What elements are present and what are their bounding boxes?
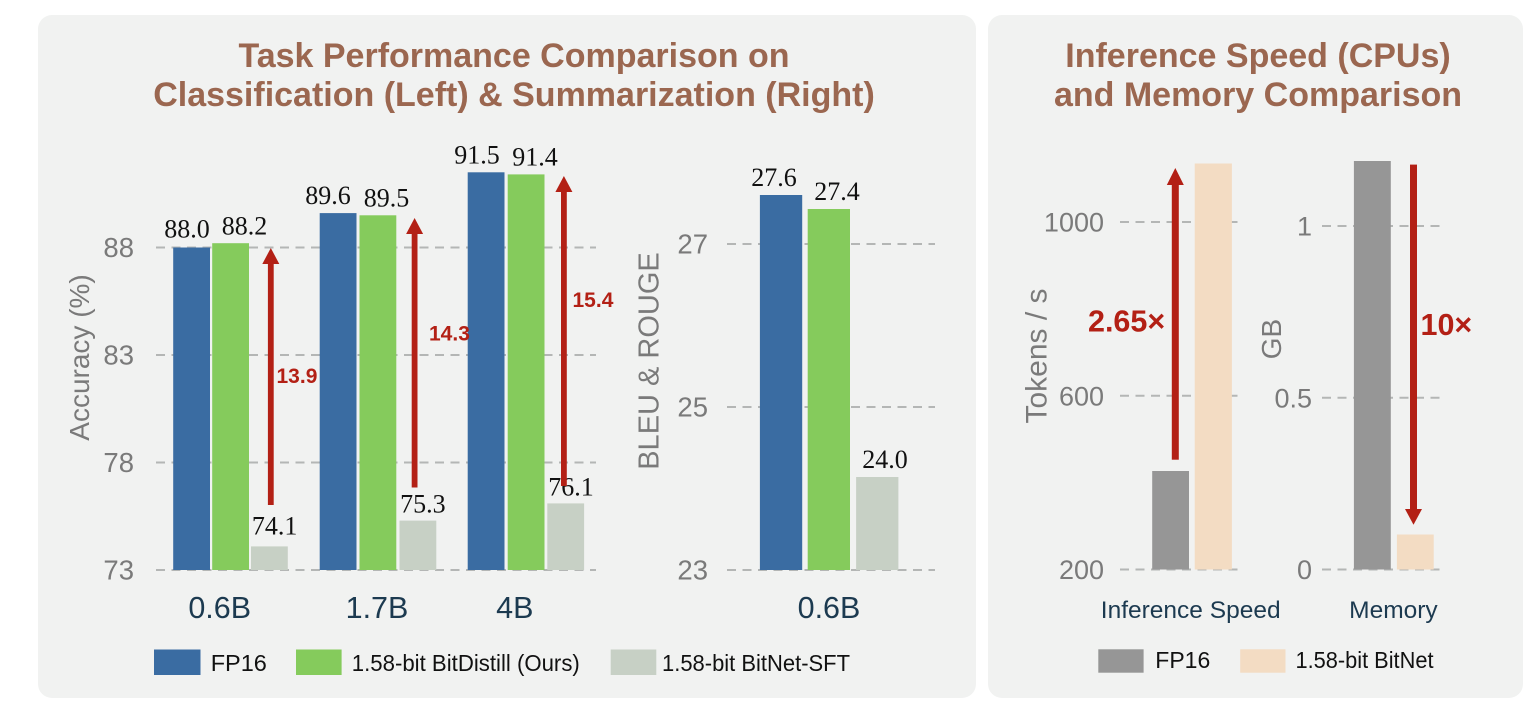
svg-text:73: 73: [103, 555, 134, 586]
svg-text:Tokens / s: Tokens / s: [1021, 288, 1054, 423]
svg-text:Accuracy (%): Accuracy (%): [64, 274, 95, 440]
svg-text:0.6B: 0.6B: [798, 591, 861, 625]
svg-text:1.58-bit BitNet: 1.58-bit BitNet: [1296, 647, 1435, 673]
svg-text:25: 25: [677, 392, 708, 423]
svg-text:Inference Speed: Inference Speed: [1101, 597, 1281, 624]
svg-text:1000: 1000: [1044, 208, 1104, 238]
svg-text:91.4: 91.4: [512, 142, 558, 171]
svg-text:89.5: 89.5: [364, 183, 410, 212]
svg-text:76.1: 76.1: [548, 473, 594, 502]
svg-text:Task Performance Comparison on: Task Performance Comparison on: [238, 37, 789, 75]
svg-text:88.2: 88.2: [222, 211, 268, 240]
svg-text:13.9: 13.9: [277, 365, 318, 388]
svg-text:2.65×: 2.65×: [1088, 305, 1165, 339]
svg-text:Memory: Memory: [1349, 597, 1438, 624]
svg-text:0.5: 0.5: [1274, 383, 1312, 413]
svg-text:15.4: 15.4: [573, 289, 614, 312]
svg-text:27.6: 27.6: [751, 163, 797, 192]
svg-text:1.58-bit BitDistill (Ours): 1.58-bit BitDistill (Ours): [352, 650, 580, 676]
svg-text:0.6B: 0.6B: [188, 591, 251, 625]
svg-text:Inference Speed (CPUs): Inference Speed (CPUs): [1065, 37, 1450, 75]
svg-text:600: 600: [1059, 381, 1104, 411]
svg-text:27: 27: [677, 229, 708, 260]
svg-text:1.7B: 1.7B: [346, 591, 409, 625]
svg-text:and Memory Comparison: and Memory Comparison: [1054, 76, 1462, 114]
svg-text:FP16: FP16: [211, 650, 267, 676]
svg-text:75.3: 75.3: [400, 490, 446, 519]
svg-text:24.0: 24.0: [862, 445, 908, 474]
svg-text:Classification (Left) & Summar: Classification (Left) & Summarization (R…: [153, 76, 875, 114]
svg-text:GB: GB: [1256, 319, 1287, 359]
svg-text:1.58-bit BitNet-SFT: 1.58-bit BitNet-SFT: [662, 650, 850, 676]
svg-text:14.3: 14.3: [429, 323, 470, 346]
svg-text:91.5: 91.5: [454, 140, 500, 169]
svg-text:78: 78: [103, 447, 134, 478]
svg-text:1: 1: [1297, 212, 1312, 242]
svg-text:88: 88: [103, 232, 134, 263]
svg-text:23: 23: [677, 555, 708, 586]
svg-text:83: 83: [103, 340, 134, 371]
svg-text:BLEU & ROUGE: BLEU & ROUGE: [634, 252, 666, 470]
svg-text:0: 0: [1297, 555, 1312, 585]
svg-text:74.1: 74.1: [252, 512, 298, 541]
svg-text:10×: 10×: [1421, 308, 1473, 342]
svg-text:27.4: 27.4: [814, 177, 860, 206]
svg-text:4B: 4B: [496, 591, 533, 625]
svg-text:89.6: 89.6: [305, 181, 351, 210]
svg-text:200: 200: [1059, 555, 1104, 585]
svg-text:88.0: 88.0: [164, 215, 210, 244]
svg-text:FP16: FP16: [1155, 647, 1210, 673]
